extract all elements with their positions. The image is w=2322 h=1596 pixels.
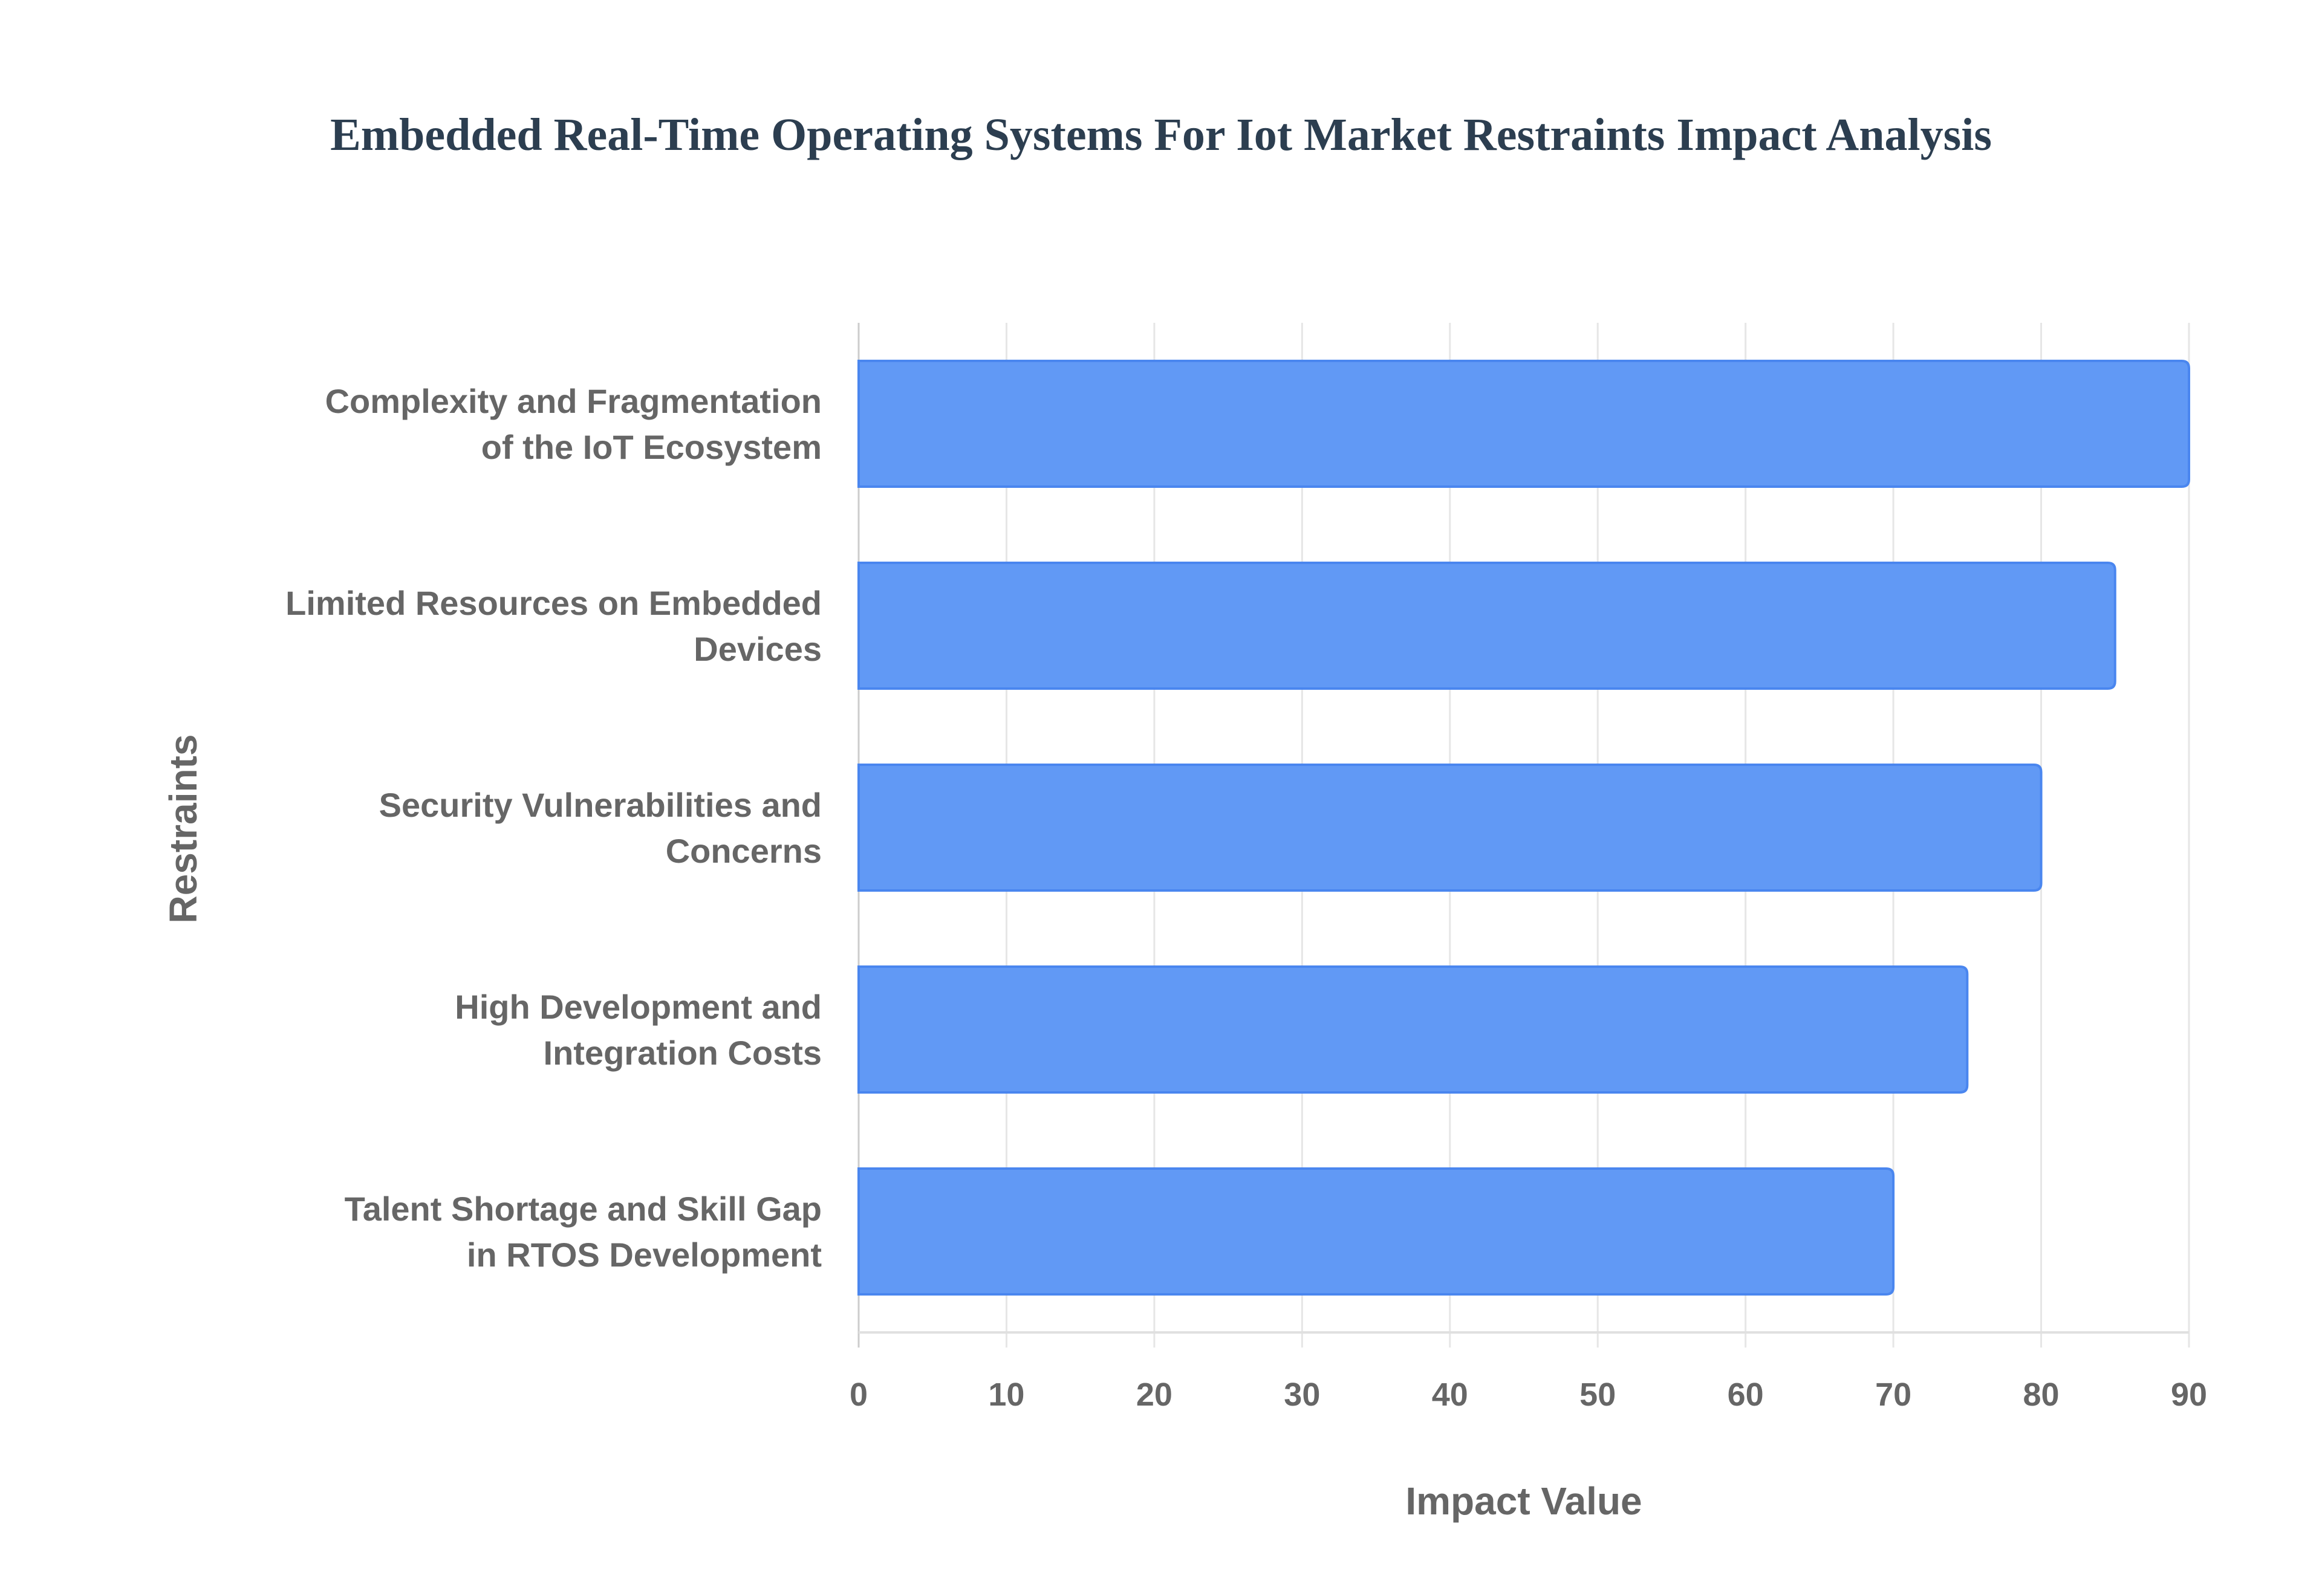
x-tick-label: 30	[1284, 1377, 1320, 1413]
y-category-label: Talent Shortage and Skill Gap in RTOS Dev…	[345, 1190, 822, 1274]
x-axis-title: Impact Value	[1405, 1479, 1642, 1523]
y-category-label: High Development and Integration Costs	[455, 988, 822, 1072]
x-tick-label: 70	[1875, 1377, 1911, 1413]
x-tick-label: 0	[850, 1377, 868, 1413]
x-tick-label: 90	[2171, 1377, 2207, 1413]
y-category-label-line: Integration Costs	[544, 1034, 822, 1072]
bar	[857, 360, 2190, 488]
bar	[857, 562, 2116, 690]
x-tick-label: 40	[1432, 1377, 1468, 1413]
y-category-label-line: of the IoT Ecosystem	[481, 428, 822, 466]
y-category-label-line: High Development and	[455, 988, 822, 1026]
x-tick-label: 80	[2023, 1377, 2060, 1413]
bar	[857, 965, 1969, 1094]
y-category-label: Limited Resources on Embedded Devices	[285, 584, 822, 668]
y-category-label: Complexity and Fragmentation of the IoT E…	[325, 382, 822, 466]
x-tick-label: 50	[1579, 1377, 1616, 1413]
x-tick-label: 10	[988, 1377, 1024, 1413]
y-category-label-line: Complexity and Fragmentation	[325, 382, 822, 420]
x-tick-label: 20	[1136, 1377, 1172, 1413]
x-tick-label: 60	[1728, 1377, 1764, 1413]
y-axis-title: Restraints	[161, 735, 205, 924]
chart-title: Embedded Real-Time Operating Systems For…	[330, 109, 1992, 160]
y-category-label-line: Limited Resources on Embedded	[285, 584, 822, 622]
y-category-label-line: Talent Shortage and Skill Gap	[345, 1190, 822, 1228]
y-category-label-line: Concerns	[666, 832, 822, 870]
bar	[857, 764, 2043, 892]
y-category-label-line: in RTOS Development	[467, 1236, 822, 1274]
y-category-label: Security Vulnerabilities and Concerns	[379, 786, 822, 870]
y-category-label-line: Security Vulnerabilities and	[379, 786, 822, 824]
bar	[857, 1167, 1895, 1296]
y-category-label-line: Devices	[694, 630, 822, 668]
